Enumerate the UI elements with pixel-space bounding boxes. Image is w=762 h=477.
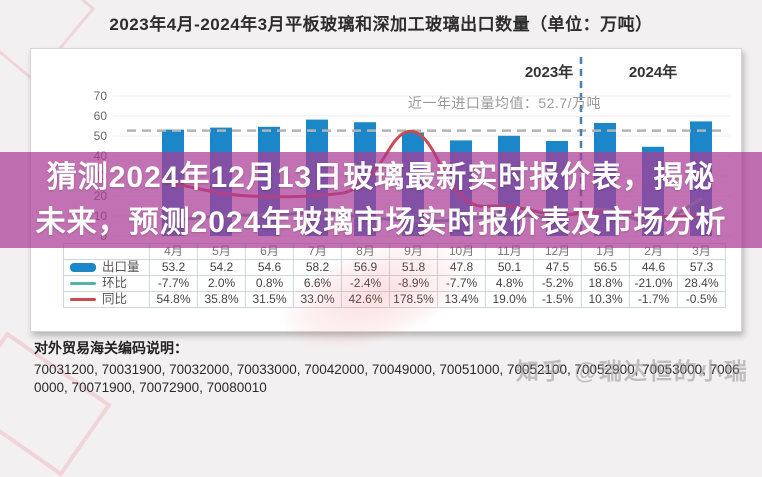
cell-同比-11月: 19.0% [485, 291, 534, 308]
cell-同比-10月: 13.4% [437, 291, 486, 308]
customs-codes-heading: 对外贸易海关编码说明： [34, 340, 188, 356]
customs-codes-line-2: 0000, 70071900, 70072900, 70080010 [34, 380, 267, 395]
cell-环比-4月: -7.7% [149, 275, 198, 292]
cell-同比-9月: 178.5% [389, 291, 438, 308]
series-label-环比: 环比 [63, 275, 150, 292]
cell-同比-6月: 31.5% [245, 291, 294, 308]
series-name: 同比 [102, 292, 128, 307]
同比-legend-swatch [70, 298, 96, 302]
cell-出口量-2月: 44.6 [629, 259, 678, 276]
cell-出口量-5月: 54.2 [197, 259, 246, 276]
year-label-2023: 2023年 [524, 64, 574, 81]
y-axis-tick: 70 [94, 89, 108, 103]
zhihu-watermark: 知乎 @瑞达恒的小瑞 [516, 358, 749, 384]
cell-环比-12月: -5.2% [533, 275, 582, 292]
cell-同比-3月: -0.5% [677, 291, 726, 308]
cell-环比-5月: 2.0% [197, 275, 246, 292]
cell-出口量-12月: 47.5 [533, 259, 582, 276]
series-label-同比: 同比 [63, 291, 150, 308]
table-row-环比: 环比-7.7%2.0%0.8%6.6%-2.4%-8.9%-7.7%4.8%-5… [63, 275, 726, 292]
chart-title: 2023年4月-2024年3月平板玻璃和深加工玻璃出口数量（单位：万吨） [109, 15, 653, 34]
出口量-legend-swatch [70, 263, 96, 273]
headline-line-1: 猜测2024年12月13日玻璃最新实时报价表，揭秘 [46, 161, 716, 194]
cell-出口量-11月: 50.1 [485, 259, 534, 276]
headline-line-2: 未来，预测2024年玻璃市场实时报价表及市场分析 [35, 206, 727, 239]
table-row-同比: 同比54.8%35.8%31.5%33.0%42.6%178.5%13.4%19… [63, 291, 726, 308]
customs-codes-note: 对外贸易海关编码说明： 70031200, 70031900, 70032000… [34, 338, 744, 397]
cell-出口量-4月: 53.2 [149, 259, 198, 276]
year-label-2024: 2024年 [628, 64, 678, 81]
cell-同比-5月: 35.8% [197, 291, 246, 308]
环比-legend-swatch [70, 282, 96, 286]
cell-环比-11月: 4.8% [485, 275, 534, 292]
cell-同比-2月: -1.7% [629, 291, 678, 308]
cell-出口量-6月: 54.6 [245, 259, 294, 276]
cell-出口量-1月: 56.5 [581, 259, 630, 276]
series-name: 环比 [102, 276, 128, 291]
cell-同比-4月: 54.8% [149, 291, 198, 308]
series-name: 出口量 [102, 260, 140, 275]
y-axis-tick: 50 [94, 129, 108, 143]
headline-banner: 猜测2024年12月13日玻璃最新实时报价表，揭秘 未来，预测2024年玻璃市场… [0, 152, 762, 248]
cell-环比-1月: 18.8% [581, 275, 630, 292]
cell-同比-1月: 10.3% [581, 291, 630, 308]
average-line-label: 近一年进口量均值：52.7/万吨 [407, 95, 601, 111]
cell-出口量-3月: 57.3 [677, 259, 726, 276]
series-label-出口量: 出口量 [63, 259, 150, 276]
cell-环比-2月: -21.0% [629, 275, 678, 292]
cell-同比-12月: -1.5% [533, 291, 582, 308]
y-axis-tick: 60 [94, 109, 108, 123]
cell-出口量-8月: 56.9 [341, 259, 390, 276]
cell-环比-8月: -2.4% [341, 275, 390, 292]
customs-codes-line-1: 70031200, 70031900, 70032000, 70033000, … [34, 362, 740, 377]
cell-环比-3月: 28.4% [677, 275, 726, 292]
